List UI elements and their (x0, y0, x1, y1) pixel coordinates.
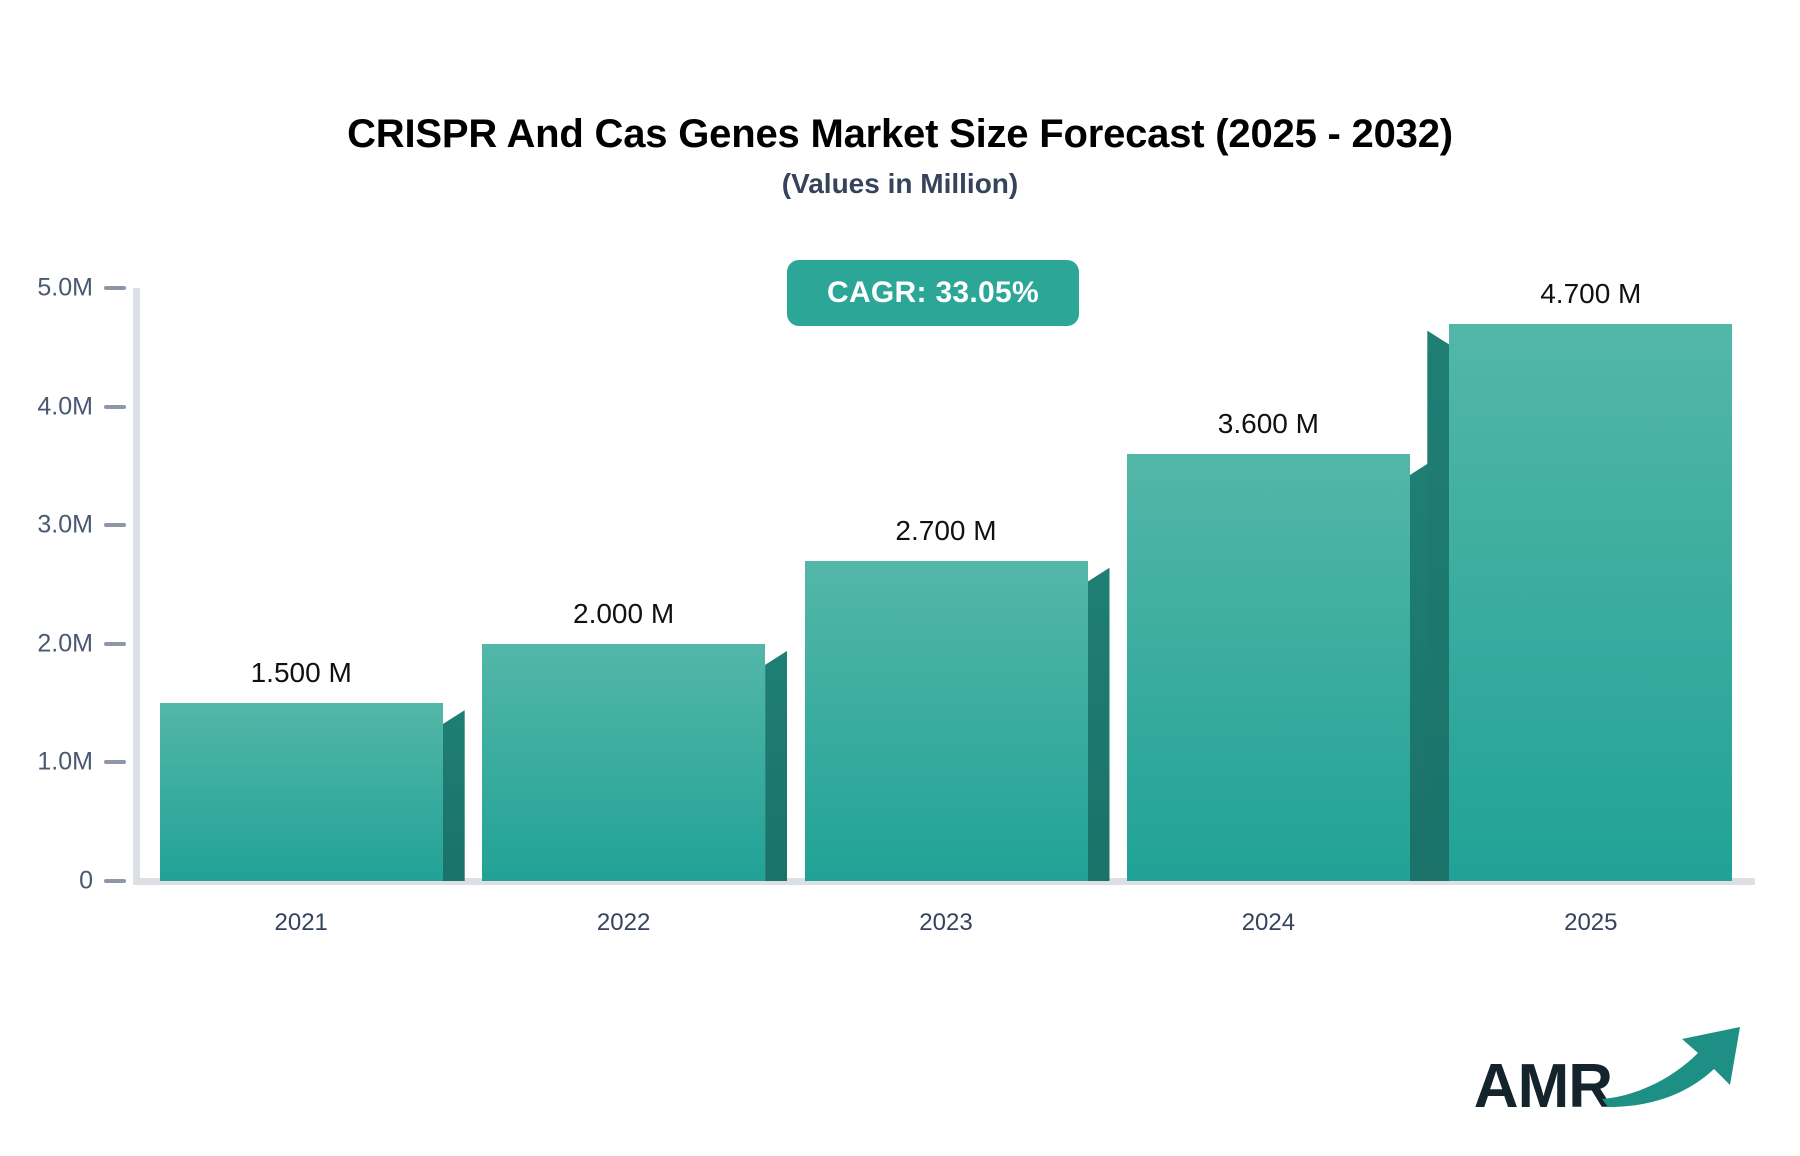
bar-value-label: 4.700 M (1540, 277, 1642, 309)
bar-value-label: 2.000 M (573, 597, 675, 629)
y-axis-tick-mark (104, 404, 126, 409)
x-axis-category-label: 2025 (1564, 909, 1618, 936)
amr-logo: AMR (1474, 1015, 1748, 1118)
growth-arrow-icon (1598, 1015, 1748, 1112)
x-axis-category-label: 2023 (919, 909, 973, 936)
cagr-badge-label: CAGR: 33.05% (826, 276, 1039, 309)
bar-column[interactable]: 1.500 M 2021 (159, 657, 465, 936)
x-axis-line (133, 878, 1755, 885)
y-axis-tick-mark (104, 641, 126, 646)
y-axis-tick-label: 5.0M (37, 273, 93, 302)
x-axis-category-label: 2021 (274, 909, 328, 936)
bar-value-label: 2.700 M (895, 514, 997, 546)
y-axis-tick-mark (104, 286, 126, 290)
bar-value-label: 3.600 M (1217, 408, 1319, 440)
bar-3d-side (765, 650, 788, 881)
y-axis-tick-label: 2.0M (37, 629, 93, 658)
y-axis-tick-label: 4.0M (37, 392, 93, 421)
bar-face (482, 643, 766, 881)
y-axis-tick-label: 0 (79, 866, 93, 895)
x-axis-category-label: 2024 (1241, 909, 1296, 936)
bar-column[interactable]: 4.700 M 2025 (1427, 278, 1733, 936)
x-axis-category-label: 2022 (596, 909, 651, 936)
bar-face (1126, 454, 1410, 881)
y-axis-line (133, 288, 140, 884)
bar-3d-side (1087, 567, 1110, 881)
bar-column[interactable]: 2.700 M 2023 (804, 515, 1110, 936)
bar-value-label: 1.500 M (250, 657, 352, 689)
y-axis-tick-mark (104, 760, 126, 765)
bar-face (804, 560, 1088, 881)
page-title: CRISPR And Cas Genes Market Size Forecas… (347, 112, 1453, 156)
bar-3d-side (1427, 330, 1450, 881)
y-axis-tick-label: 3.0M (37, 510, 93, 539)
y-axis-tick-label: 1.0M (37, 747, 93, 776)
y-axis-tick-mark (104, 879, 126, 883)
bar-3d-side (442, 710, 465, 881)
y-axis-tick-mark (104, 523, 126, 528)
chart-subtitle: (Values in Million) (781, 168, 1019, 199)
bar-face (1449, 323, 1733, 881)
bar-column[interactable]: 3.600 M 2024 (1126, 408, 1432, 936)
amr-wordmark: AMR (1473, 1052, 1613, 1121)
bar-column[interactable]: 2.000 M 2022 (482, 598, 788, 936)
cagr-badge: CAGR: 33.05% (787, 260, 1079, 326)
bar-face (159, 703, 443, 881)
bar-3d-side (1409, 461, 1432, 881)
